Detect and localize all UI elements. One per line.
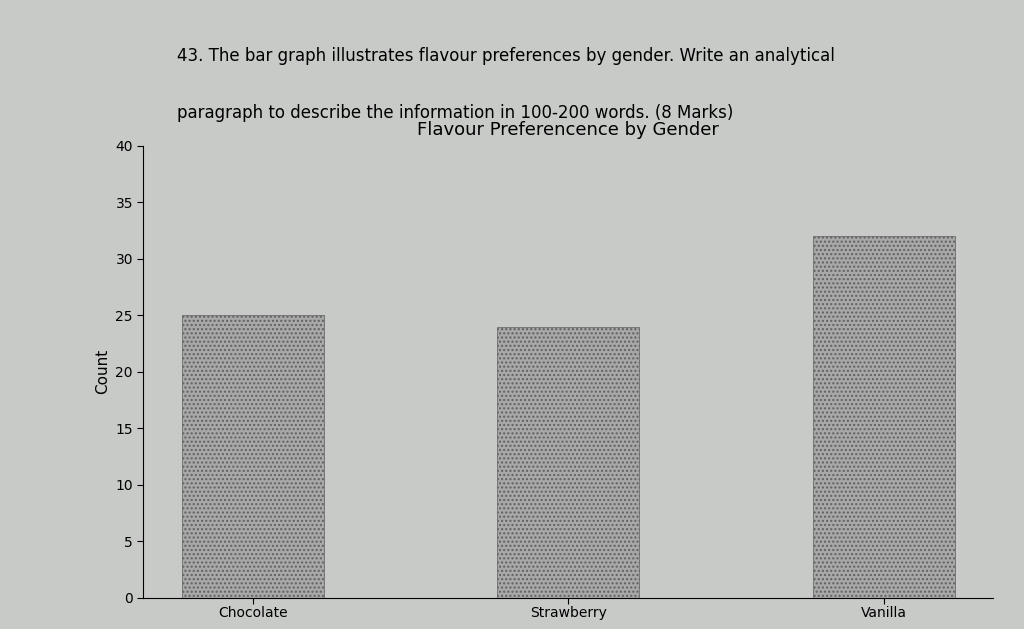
Text: paragraph to describe the information in 100-200 words. (8 Marks): paragraph to describe the information in… xyxy=(177,104,734,121)
Text: 43. The bar graph illustrates flavour preferences by gender. Write an analytical: 43. The bar graph illustrates flavour pr… xyxy=(177,47,836,65)
Bar xyxy=(498,326,639,598)
Bar xyxy=(813,237,954,598)
Bar xyxy=(182,315,324,598)
Y-axis label: Count: Count xyxy=(95,349,110,394)
Title: Flavour Preferencence by Gender: Flavour Preferencence by Gender xyxy=(418,121,719,139)
